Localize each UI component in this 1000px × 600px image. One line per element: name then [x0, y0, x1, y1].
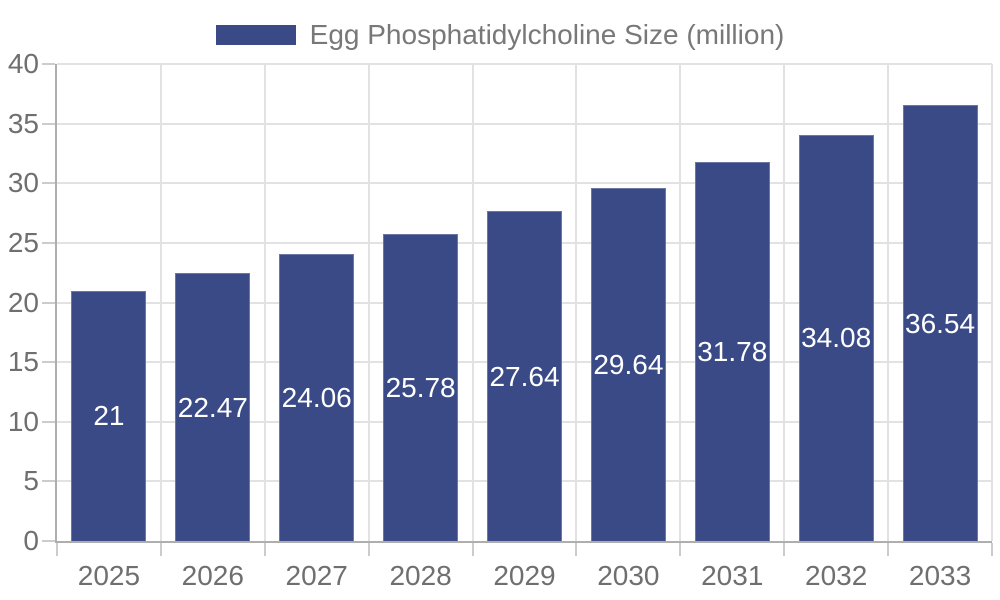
y-tick-label: 10 — [7, 405, 39, 437]
bar: 29.64 — [590, 187, 666, 541]
bar-value-label: 25.78 — [385, 371, 456, 403]
y-tick-mark — [42, 182, 55, 185]
bar-value-label: 21 — [93, 400, 125, 432]
gridline-vertical — [367, 64, 370, 541]
x-tick-label: 2028 — [389, 560, 452, 591]
x-tick-label: 2033 — [908, 560, 972, 591]
y-tick-mark — [42, 122, 55, 125]
y-tick-label: 5 — [23, 465, 39, 497]
x-tick-label: 2029 — [493, 560, 556, 591]
y-tick-mark — [42, 301, 55, 304]
bar: 36.54 — [902, 105, 978, 541]
y-tick-label: 35 — [7, 107, 39, 139]
legend-label: Egg Phosphatidylcholine Size (million) — [309, 19, 785, 50]
x-tick-label: 2030 — [597, 560, 660, 591]
x-tick-mark — [159, 543, 162, 556]
y-tick-mark — [42, 540, 55, 542]
legend-item[interactable]: Egg Phosphatidylcholine Size (million) — [215, 18, 785, 51]
legend-swatch-icon — [215, 24, 296, 45]
y-tick-label: 40 — [7, 48, 39, 79]
x-tick-label: 2031 — [701, 560, 764, 591]
gridline-horizontal — [57, 182, 992, 185]
legend: Egg Phosphatidylcholine Size (million) — [0, 18, 1000, 51]
x-tick-mark — [679, 543, 682, 556]
bar: 24.06 — [279, 254, 355, 541]
x-tick-mark — [991, 543, 993, 556]
bar-value-label: 31.78 — [697, 336, 768, 368]
x-tick-mark — [575, 543, 578, 556]
bar: 31.78 — [694, 162, 770, 541]
x-tick-mark — [367, 543, 370, 556]
y-tick-label: 30 — [7, 167, 39, 199]
x-tick-mark — [263, 543, 266, 556]
bar-value-label: 24.06 — [281, 382, 352, 414]
gridline-vertical — [263, 64, 266, 541]
y-tick-label: 25 — [7, 226, 39, 258]
y-tick-label: 20 — [7, 286, 39, 318]
x-axis: 2025 2026 2027 2028 2029 2030 2031 2032 2033 — [56, 543, 993, 600]
x-tick-label: 2026 — [181, 560, 244, 591]
x-tick-mark — [783, 543, 786, 556]
y-tick-mark — [42, 420, 55, 423]
gridline-vertical — [783, 64, 786, 541]
y-tick-label: 0 — [23, 525, 39, 556]
gridline-vertical — [991, 64, 993, 541]
y-tick-mark — [42, 241, 55, 244]
bar-value-label: 29.64 — [593, 348, 664, 380]
bar-value-label: 27.64 — [489, 360, 560, 392]
y-tick-label: 15 — [7, 346, 39, 378]
bar: 21 — [71, 290, 147, 541]
y-axis: 0 5 10 15 20 25 30 35 40 — [0, 50, 55, 555]
gridline-horizontal — [57, 63, 992, 65]
gridline-vertical — [159, 64, 162, 541]
x-tick-mark — [887, 543, 890, 556]
plot-area: 21 22.47 24.06 25.78 27.64 29.64 31.78 34.08 36.… — [55, 63, 993, 543]
gridline-vertical — [575, 64, 578, 541]
gridline-vertical — [471, 64, 474, 541]
gridline-horizontal — [57, 122, 992, 125]
gridline-vertical — [679, 64, 682, 541]
y-tick-mark — [42, 480, 55, 483]
x-tick-label: 2025 — [77, 560, 141, 591]
bar: 34.08 — [798, 134, 874, 541]
x-tick-mark — [471, 543, 474, 556]
bar: 22.47 — [175, 273, 251, 541]
y-tick-mark — [42, 361, 55, 364]
bar-value-label: 22.47 — [177, 391, 248, 423]
bar-value-label: 36.54 — [905, 307, 976, 339]
bar: 25.78 — [383, 233, 459, 541]
bar-value-label: 34.08 — [801, 322, 872, 354]
bar: 27.64 — [487, 211, 562, 541]
x-tick-label: 2032 — [805, 560, 868, 591]
x-tick-mark — [56, 543, 58, 556]
x-tick-label: 2027 — [285, 560, 348, 591]
y-tick-mark — [42, 63, 55, 65]
gridline-vertical — [887, 64, 890, 541]
